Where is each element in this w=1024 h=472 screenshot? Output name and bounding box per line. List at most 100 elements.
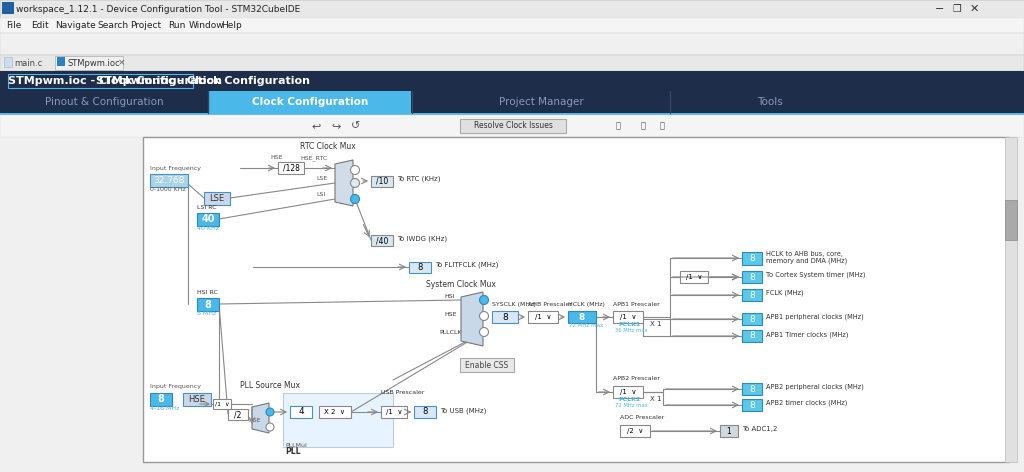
Text: 🔍: 🔍 [659,121,665,130]
Text: 8: 8 [750,331,755,340]
FancyBboxPatch shape [742,289,762,301]
Text: Resolve Clock Issues: Resolve Clock Issues [473,121,552,130]
Text: Enable CSS: Enable CSS [465,361,509,370]
FancyBboxPatch shape [381,406,407,418]
Text: Run: Run [168,21,185,30]
Text: To ADC1,2: To ADC1,2 [742,426,777,432]
FancyBboxPatch shape [460,119,566,133]
Text: APB1 Prescaler: APB1 Prescaler [613,302,659,307]
Text: ×: × [118,59,126,67]
Circle shape [479,312,488,320]
FancyBboxPatch shape [0,113,1024,115]
Text: −: − [935,4,945,14]
Circle shape [350,166,359,175]
FancyBboxPatch shape [143,137,1009,462]
Text: Tools: Tools [757,97,783,107]
Text: Pinout & Configuration: Pinout & Configuration [45,97,163,107]
Text: 8: 8 [205,300,211,310]
FancyBboxPatch shape [0,71,1024,91]
Text: Project: Project [130,21,162,30]
Text: LSI: LSI [316,192,326,197]
Text: APB2 peripheral clocks (MHz): APB2 peripheral clocks (MHz) [766,384,864,390]
FancyBboxPatch shape [150,393,172,406]
Text: Search: Search [97,21,128,30]
FancyBboxPatch shape [460,358,514,372]
Text: 40: 40 [202,214,215,225]
Text: ↺: ↺ [351,121,360,131]
Text: HSE: HSE [270,155,283,160]
Circle shape [350,178,359,187]
Text: HSE: HSE [248,418,260,423]
FancyBboxPatch shape [283,393,393,447]
Text: 8: 8 [422,407,428,416]
FancyBboxPatch shape [568,311,596,323]
FancyBboxPatch shape [371,235,393,246]
Text: ❒: ❒ [952,4,962,14]
FancyBboxPatch shape [8,74,193,88]
Text: To RTC (KHz): To RTC (KHz) [397,176,440,183]
Text: ADC Prescaler: ADC Prescaler [620,415,665,420]
Text: 🔍: 🔍 [615,121,621,130]
FancyBboxPatch shape [278,162,304,174]
Text: PCLK1: PCLK1 [618,322,640,327]
Text: /1  ∨: /1 ∨ [686,274,702,280]
Text: PLLMul: PLLMul [285,443,307,448]
Text: USB Prescaler: USB Prescaler [381,390,424,395]
Text: /1  ∨: /1 ∨ [215,402,229,406]
Text: 1: 1 [727,427,731,436]
Circle shape [350,194,359,203]
FancyBboxPatch shape [0,33,1024,55]
Text: HSE_RTC: HSE_RTC [300,155,328,160]
Text: 8: 8 [750,254,755,263]
Text: 4-16 MHz: 4-16 MHz [150,406,179,411]
Text: Project Manager: Project Manager [499,97,584,107]
FancyBboxPatch shape [290,406,312,418]
Text: LSE: LSE [210,194,224,203]
Circle shape [479,328,488,337]
FancyBboxPatch shape [409,262,431,273]
Text: HSI RC: HSI RC [197,290,218,295]
Text: 0-1000 KHz: 0-1000 KHz [150,187,185,192]
Text: PCLK2: PCLK2 [618,397,640,402]
FancyBboxPatch shape [742,399,762,411]
Polygon shape [461,292,483,346]
Text: /2  ∨: /2 ∨ [627,428,643,434]
FancyBboxPatch shape [742,330,762,342]
FancyBboxPatch shape [204,192,230,205]
FancyBboxPatch shape [0,0,1024,18]
Text: 8: 8 [750,314,755,323]
Text: STMpwm.ioc - Clock Configuration: STMpwm.ioc - Clock Configuration [8,76,222,86]
Text: STMpwm.ioc: STMpwm.ioc [67,59,120,67]
FancyBboxPatch shape [742,313,762,325]
Text: ↪: ↪ [332,121,341,131]
Text: 36 MHz max: 36 MHz max [615,328,647,333]
Polygon shape [252,403,269,433]
Text: 8: 8 [502,312,508,321]
FancyBboxPatch shape [0,115,1024,137]
Text: APB2 Prescaler: APB2 Prescaler [613,376,659,381]
Text: workspace_1.12.1 - Device Configuration Tool - STM32CubeIDE: workspace_1.12.1 - Device Configuration … [16,5,300,14]
Text: APB1 peripheral clocks (MHz): APB1 peripheral clocks (MHz) [766,314,864,320]
Text: 8 MHz: 8 MHz [197,311,216,316]
Text: HCLK (MHz): HCLK (MHz) [568,302,605,307]
FancyBboxPatch shape [1005,200,1017,240]
Text: PLL Source Mux: PLL Source Mux [240,381,300,390]
FancyBboxPatch shape [492,311,518,323]
Text: To IWDG (KHz): To IWDG (KHz) [397,235,447,242]
FancyBboxPatch shape [150,174,188,187]
Text: Clock Configuration: Clock Configuration [252,97,368,107]
Text: 8: 8 [750,272,755,281]
FancyBboxPatch shape [197,213,219,226]
FancyBboxPatch shape [742,271,762,283]
Text: Window: Window [188,21,224,30]
Text: APB2 timer clocks (MHz): APB2 timer clocks (MHz) [766,400,848,406]
Text: /2: /2 [234,410,242,419]
Text: Edit: Edit [31,21,48,30]
FancyBboxPatch shape [1005,137,1017,462]
Text: 8: 8 [750,385,755,394]
Circle shape [479,295,488,304]
Text: STMpwm.ioc - Clock Configuration: STMpwm.ioc - Clock Configuration [96,76,310,86]
FancyBboxPatch shape [0,55,1024,71]
Text: Input Frequency: Input Frequency [150,166,201,171]
Text: ↩: ↩ [311,121,321,131]
